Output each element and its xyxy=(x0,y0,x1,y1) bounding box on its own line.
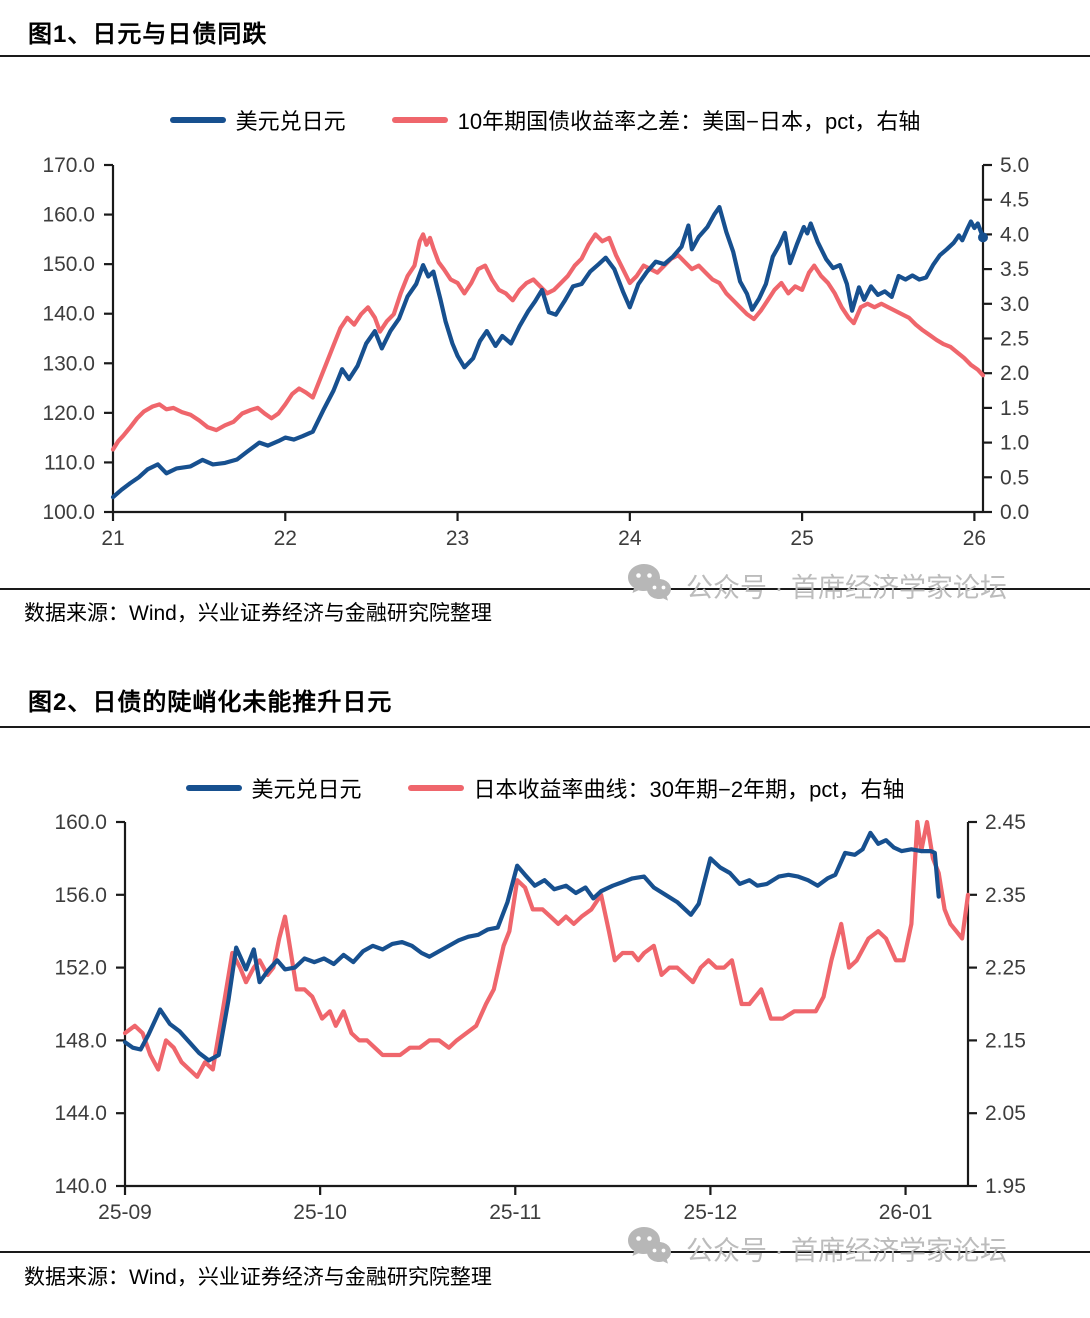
svg-text:5.0: 5.0 xyxy=(1000,154,1029,177)
watermark-text: 公众号 · 首席经济学家论坛 xyxy=(686,1235,1007,1266)
figure2-title: 图2、日债的陡峭化未能推升日元 xyxy=(28,689,393,716)
svg-text:2.0: 2.0 xyxy=(1000,362,1029,385)
svg-text:3.5: 3.5 xyxy=(1000,258,1029,281)
svg-text:21: 21 xyxy=(101,527,124,550)
figure1-title: 图1、日元与日债同跌 xyxy=(28,21,268,48)
svg-text:140.0: 140.0 xyxy=(54,1175,107,1198)
figure1-plot: 170.0 160.0 150.0 140.0 130.0 120.0 110.0 100.0… xyxy=(42,154,1029,550)
figure2-footer-rule xyxy=(0,1251,1090,1253)
svg-text:148.0: 148.0 xyxy=(54,1029,107,1052)
svg-text:25-12: 25-12 xyxy=(684,1201,738,1224)
svg-text:100.0: 100.0 xyxy=(42,501,95,524)
figure2-legend: 美元兑日元 日本收益率曲线：30年期−2年期，pct，右轴 xyxy=(0,772,1090,804)
legend-label: 美元兑日元 xyxy=(251,777,362,802)
usdjpy-line-swatch-icon xyxy=(169,117,226,123)
legend-item-yield-curve: 日本收益率曲线：30年期−2年期，pct，右轴 xyxy=(407,772,905,804)
svg-text:2.5: 2.5 xyxy=(1000,328,1029,351)
svg-text:2.45: 2.45 xyxy=(985,811,1026,834)
svg-text:170.0: 170.0 xyxy=(42,154,95,177)
watermark-text: 公众号 · 首席经济学家论坛 xyxy=(686,572,1007,603)
legend-label: 美元兑日元 xyxy=(235,109,346,134)
svg-text:110.0: 110.0 xyxy=(44,451,95,474)
legend-label: 10年期国债收益率之差：美国−日本，pct，右轴 xyxy=(457,109,921,134)
svg-text:25-10: 25-10 xyxy=(293,1201,347,1224)
svg-text:22: 22 xyxy=(274,527,297,550)
figure2-source: 数据来源：Wind，兴业证券经济与金融研究院整理 xyxy=(24,1266,492,1289)
svg-text:150.0: 150.0 xyxy=(42,253,95,276)
figure2-watermark: 公众号 · 首席经济学家论坛 xyxy=(626,1226,1007,1270)
svg-text:0.5: 0.5 xyxy=(1000,466,1029,489)
svg-text:2.35: 2.35 xyxy=(985,884,1026,907)
figure2-plot: 160.0 156.0 152.0 148.0 144.0 140.0 2.45 2.35 2.… xyxy=(54,811,1026,1224)
figure1-footer-rule xyxy=(0,588,1090,590)
svg-text:2.25: 2.25 xyxy=(985,957,1026,980)
legend-label: 日本收益率曲线：30年期−2年期，pct，右轴 xyxy=(473,777,905,802)
wechat-icon xyxy=(628,1227,671,1264)
figure1-legend: 美元兑日元 10年期国债收益率之差：美国−日本，pct，右轴 xyxy=(0,104,1090,136)
svg-text:160.0: 160.0 xyxy=(42,204,95,227)
yield-spread-line-swatch-icon xyxy=(391,117,448,123)
svg-text:144.0: 144.0 xyxy=(54,1102,107,1125)
svg-text:152.0: 152.0 xyxy=(54,957,107,980)
svg-text:2.05: 2.05 xyxy=(985,1102,1026,1125)
svg-text:1.95: 1.95 xyxy=(985,1175,1026,1198)
figure2-title-rule xyxy=(0,726,1090,728)
svg-text:130.0: 130.0 xyxy=(42,352,95,375)
svg-text:23: 23 xyxy=(446,527,469,550)
svg-text:26-01: 26-01 xyxy=(879,1201,933,1224)
figure1-watermark: 公众号 · 首席经济学家论坛 xyxy=(626,563,1007,607)
legend-item-usdjpy: 美元兑日元 xyxy=(169,104,346,136)
svg-text:25-09: 25-09 xyxy=(98,1201,152,1224)
svg-text:4.0: 4.0 xyxy=(1000,223,1029,246)
svg-text:160.0: 160.0 xyxy=(54,811,107,834)
legend-item-usdjpy: 美元兑日元 xyxy=(185,772,362,804)
svg-text:3.0: 3.0 xyxy=(1000,293,1029,316)
wechat-icon xyxy=(628,564,671,601)
svg-text:25-11: 25-11 xyxy=(489,1201,541,1224)
svg-text:24: 24 xyxy=(618,527,642,550)
yield-curve-line-swatch-icon xyxy=(407,785,464,791)
legend-item-yield-spread: 10年期国债收益率之差：美国−日本，pct，右轴 xyxy=(391,104,921,136)
svg-text:120.0: 120.0 xyxy=(42,402,95,425)
svg-text:0.0: 0.0 xyxy=(1000,501,1029,524)
svg-text:1.5: 1.5 xyxy=(1000,397,1029,420)
svg-text:4.5: 4.5 xyxy=(1000,189,1029,212)
svg-text:25: 25 xyxy=(790,527,813,550)
svg-text:156.0: 156.0 xyxy=(54,884,107,907)
figure1-source: 数据来源：Wind，兴业证券经济与金融研究院整理 xyxy=(24,602,492,625)
figure1-title-rule xyxy=(0,55,1090,57)
svg-text:26: 26 xyxy=(963,527,986,550)
usdjpy-line-swatch-icon xyxy=(185,785,242,791)
svg-text:140.0: 140.0 xyxy=(42,303,95,326)
svg-text:1.0: 1.0 xyxy=(1000,432,1029,455)
svg-text:2.15: 2.15 xyxy=(985,1029,1026,1052)
